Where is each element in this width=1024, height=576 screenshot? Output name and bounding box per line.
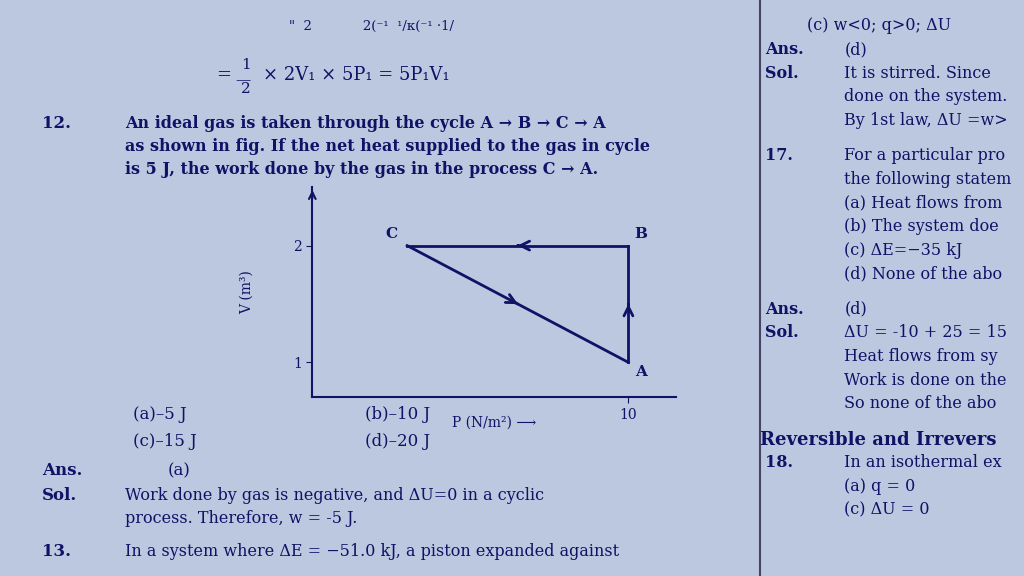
Text: 12.: 12. — [42, 115, 71, 132]
Text: as shown in fig. If the net heat supplied to the gas in cycle: as shown in fig. If the net heat supplie… — [125, 138, 650, 156]
Text: 17.: 17. — [765, 147, 793, 164]
Text: (d)–20 J: (d)–20 J — [365, 433, 430, 450]
Text: In a system where ΔE = −51.0 kJ, a piston expanded against: In a system where ΔE = −51.0 kJ, a pisto… — [125, 543, 620, 560]
Text: "  2            2(⁻¹  ¹/κ(⁻¹ ·1/: " 2 2(⁻¹ ¹/κ(⁻¹ ·1/ — [289, 20, 454, 33]
Text: Ans.: Ans. — [765, 41, 804, 58]
Text: 1: 1 — [241, 58, 251, 71]
Text: 13.: 13. — [42, 543, 71, 560]
Text: B: B — [635, 227, 648, 241]
Text: Work done by gas is negative, and ΔU=0 in a cyclic: Work done by gas is negative, and ΔU=0 i… — [125, 487, 545, 504]
Text: Sol.: Sol. — [765, 65, 799, 82]
Text: (c)–15 J: (c)–15 J — [133, 433, 197, 450]
Text: ΔU = -10 + 25 = 15: ΔU = -10 + 25 = 15 — [845, 324, 1008, 342]
Text: Sol.: Sol. — [42, 487, 77, 504]
Text: (b)–10 J: (b)–10 J — [365, 406, 430, 423]
Text: Work is done on the: Work is done on the — [845, 372, 1007, 389]
Text: =: = — [216, 66, 231, 84]
Text: (d): (d) — [845, 301, 867, 318]
Text: For a particular pro: For a particular pro — [845, 147, 1006, 164]
Text: So none of the abo: So none of the abo — [845, 395, 996, 412]
Text: A: A — [635, 365, 646, 379]
Text: By 1st law, ΔU =w>: By 1st law, ΔU =w> — [845, 112, 1008, 129]
Text: is 5 J, the work done by the gas in the process C → A.: is 5 J, the work done by the gas in the … — [125, 161, 598, 179]
Text: (b) The system doe: (b) The system doe — [845, 218, 999, 235]
Text: (a) q = 0: (a) q = 0 — [845, 478, 915, 495]
Text: P (N/m²) ⟶: P (N/m²) ⟶ — [452, 416, 537, 430]
Text: (a): (a) — [167, 462, 190, 479]
Text: done on the system.: done on the system. — [845, 88, 1008, 105]
Text: (d) None of the abo: (d) None of the abo — [845, 266, 1002, 282]
Text: It is stirred. Since: It is stirred. Since — [845, 65, 991, 82]
Text: C: C — [386, 227, 397, 241]
Text: (c) ΔU = 0: (c) ΔU = 0 — [845, 502, 930, 518]
Text: Ans.: Ans. — [765, 301, 804, 318]
Text: (a)–5 J: (a)–5 J — [133, 406, 186, 423]
Text: Heat flows from sy: Heat flows from sy — [845, 348, 998, 365]
Text: (d): (d) — [845, 41, 867, 58]
Text: Sol.: Sol. — [765, 324, 799, 342]
Text: 2: 2 — [241, 82, 251, 96]
Text: In an isothermal ex: In an isothermal ex — [845, 454, 1001, 471]
Text: (c) ΔE=−35 kJ: (c) ΔE=−35 kJ — [845, 242, 963, 259]
Text: V (m³): V (m³) — [240, 270, 254, 314]
Text: (c) w<0; q>0; ΔU: (c) w<0; q>0; ΔU — [807, 17, 951, 35]
Text: (a) Heat flows from: (a) Heat flows from — [845, 195, 1002, 211]
Text: process. Therefore, w = -5 J.: process. Therefore, w = -5 J. — [125, 510, 357, 527]
Text: An ideal gas is taken through the cycle A → B → C → A: An ideal gas is taken through the cycle … — [125, 115, 606, 132]
Text: —: — — [236, 73, 251, 87]
Text: Ans.: Ans. — [42, 462, 82, 479]
Text: × 2V₁ × 5P₁ = 5P₁V₁: × 2V₁ × 5P₁ = 5P₁V₁ — [263, 66, 450, 84]
Text: the following statem: the following statem — [845, 171, 1012, 188]
Text: Reversible and Irrevers: Reversible and Irrevers — [760, 431, 996, 449]
Text: 18.: 18. — [765, 454, 794, 471]
